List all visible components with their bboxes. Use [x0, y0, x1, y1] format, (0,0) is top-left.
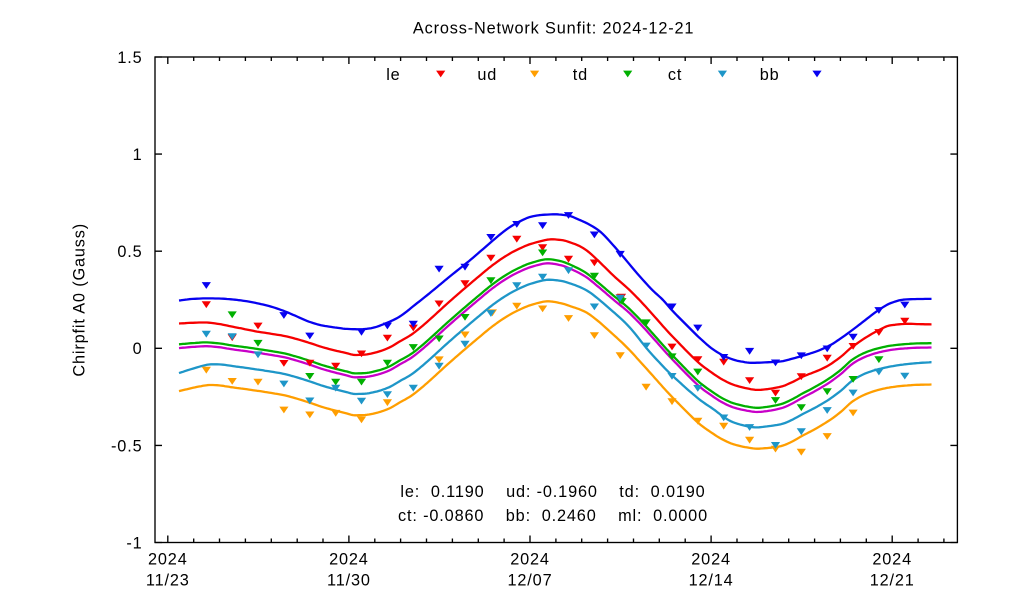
svg-text:12/21: 12/21 — [870, 571, 915, 589]
svg-text:2024: 2024 — [510, 550, 550, 568]
svg-text:bb: bb — [760, 66, 780, 84]
svg-text:12/14: 12/14 — [689, 571, 734, 589]
svg-text:0: 0 — [133, 340, 143, 358]
svg-text:-1: -1 — [126, 534, 142, 552]
svg-text:ct: -0.0860 bb: 0.2460: ct: -0.0860 bb: 0.2460 ml: 0.0000 — [398, 507, 708, 525]
svg-text:0.5: 0.5 — [117, 243, 142, 261]
svg-text:ct: ct — [668, 66, 682, 84]
svg-text:Chirpfit A0 (Gauss): Chirpfit A0 (Gauss) — [71, 223, 89, 377]
svg-text:Across-Network Sunfit: 2024-12: Across-Network Sunfit: 2024-12-21 — [413, 20, 694, 38]
svg-text:-0.5: -0.5 — [111, 437, 142, 455]
svg-text:td: td — [573, 66, 588, 84]
svg-text:12/07: 12/07 — [508, 571, 553, 589]
svg-text:ud: ud — [477, 66, 497, 84]
svg-text:2024: 2024 — [148, 550, 188, 568]
svg-text:11/23: 11/23 — [146, 571, 190, 589]
svg-text:11/30: 11/30 — [327, 571, 371, 589]
svg-text:le: le — [386, 66, 400, 84]
svg-text:2024: 2024 — [872, 550, 912, 568]
svg-text:1.5: 1.5 — [117, 49, 142, 67]
svg-text:2024: 2024 — [691, 550, 731, 568]
svg-text:1: 1 — [133, 146, 143, 164]
svg-text:2024: 2024 — [329, 550, 369, 568]
svg-text:le: 0.1190 ud: -0.1960: le: 0.1190 ud: -0.1960 td: 0.0190 — [400, 483, 705, 501]
